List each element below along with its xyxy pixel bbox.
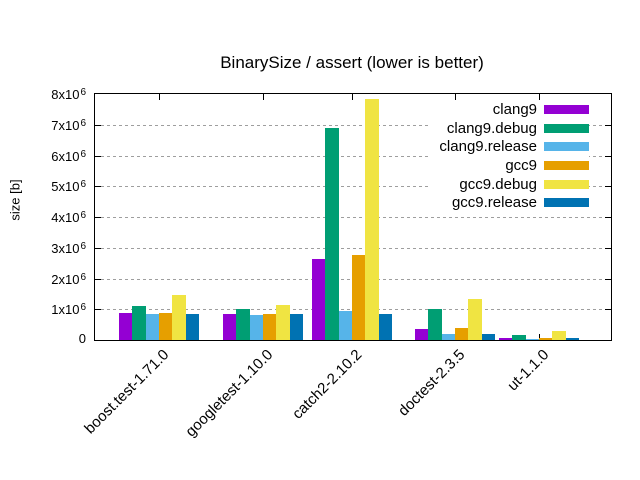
y-tick-mark bbox=[95, 278, 101, 280]
gridline bbox=[95, 124, 611, 126]
y-tick-mark bbox=[605, 278, 611, 280]
bar-gcc9.release bbox=[481, 333, 495, 340]
y-tick-label: 4x106 bbox=[51, 210, 86, 225]
y-tick-mark bbox=[95, 247, 101, 249]
x-tick-mark bbox=[539, 94, 540, 100]
legend-color-swatch bbox=[544, 179, 589, 189]
x-tick-mark bbox=[352, 94, 353, 100]
bar-gcc9.debug bbox=[365, 99, 379, 340]
bar-clang9.release bbox=[249, 315, 263, 340]
legend-item-label: clang9.release bbox=[439, 138, 537, 156]
bar-gcc9.debug bbox=[276, 304, 290, 340]
gridline bbox=[95, 155, 611, 157]
bar-clang9.release bbox=[338, 311, 352, 340]
y-tick-label: 1x106 bbox=[51, 302, 86, 318]
y-tick-label: 2x106 bbox=[51, 271, 86, 287]
bar-gcc9.release bbox=[565, 338, 579, 340]
bar-clang9.debug bbox=[325, 127, 339, 340]
bar-gcc9.debug bbox=[468, 299, 482, 340]
x-tick-mark bbox=[263, 94, 264, 100]
y-tick-mark bbox=[95, 217, 101, 218]
bar-clang9.debug bbox=[236, 308, 250, 340]
legend-color-swatch bbox=[544, 198, 589, 208]
x-tick-label: boost.test-1.71.0 bbox=[81, 346, 173, 438]
y-tick-label: 8x106 bbox=[51, 87, 86, 102]
legend-item-label: gcc9 bbox=[505, 156, 537, 174]
x-tick-mark bbox=[455, 94, 456, 100]
legend-item: gcc9 bbox=[439, 156, 589, 175]
bar-clang9.debug bbox=[512, 335, 526, 340]
bar-clang9 bbox=[499, 337, 513, 340]
y-tick-mark bbox=[605, 186, 611, 188]
x-tick-mark bbox=[539, 334, 540, 340]
bar-clang9 bbox=[223, 314, 237, 340]
bar-clang9.release bbox=[441, 334, 455, 340]
bar-clang9.debug bbox=[132, 305, 146, 340]
y-tick-mark bbox=[605, 309, 611, 311]
legend-color-swatch bbox=[544, 104, 589, 114]
y-tick-label: 0 bbox=[78, 331, 86, 346]
y-tick-label: 3x106 bbox=[51, 240, 86, 256]
y-tick-mark bbox=[95, 155, 101, 157]
bar-gcc9.release bbox=[185, 314, 199, 340]
y-tick-label: 5x106 bbox=[51, 179, 86, 195]
bar-gcc9 bbox=[539, 338, 553, 340]
bar-clang9 bbox=[415, 328, 429, 340]
bar-gcc9.release bbox=[289, 314, 303, 340]
y-tick-label: 6x106 bbox=[51, 148, 86, 164]
bar-clang9 bbox=[119, 313, 133, 340]
legend-item: clang9.release bbox=[439, 137, 589, 156]
y-tick-label: 7x106 bbox=[51, 117, 86, 133]
bar-clang9.release bbox=[525, 339, 539, 340]
bar-gcc9 bbox=[455, 327, 469, 340]
legend-color-swatch bbox=[544, 142, 589, 152]
legend-item: gcc9.release bbox=[439, 193, 589, 212]
legend-color-swatch bbox=[544, 123, 589, 133]
y-tick-mark bbox=[95, 124, 101, 126]
y-tick-mark bbox=[605, 217, 611, 218]
chart-title: BinarySize / assert (lower is better) bbox=[220, 53, 484, 72]
y-tick-mark bbox=[605, 124, 611, 126]
gridline bbox=[95, 247, 611, 249]
bar-gcc9 bbox=[159, 312, 173, 340]
legend-item: clang9.debug bbox=[439, 119, 589, 138]
y-tick-mark bbox=[95, 309, 101, 311]
bar-clang9 bbox=[312, 259, 326, 340]
bar-gcc9.debug bbox=[552, 331, 566, 340]
bar-gcc9 bbox=[263, 314, 277, 340]
legend-item-label: gcc9.release bbox=[451, 194, 537, 212]
bar-gcc9 bbox=[352, 254, 366, 340]
x-tick-mark bbox=[159, 94, 160, 100]
y-tick-mark bbox=[95, 186, 101, 188]
legend-color-swatch bbox=[544, 160, 589, 170]
y-tick-mark bbox=[605, 155, 611, 157]
bar-gcc9.debug bbox=[172, 295, 186, 340]
bar-clang9.debug bbox=[428, 309, 442, 340]
gridline bbox=[95, 186, 611, 188]
legend-item: clang9 bbox=[439, 100, 589, 119]
legend-item-label: gcc9.debug bbox=[459, 175, 537, 193]
y-tick-mark bbox=[605, 247, 611, 249]
gridline bbox=[95, 217, 611, 218]
bar-gcc9.release bbox=[378, 313, 392, 340]
legend-item: gcc9.debug bbox=[439, 175, 589, 194]
bar-clang9.release bbox=[145, 314, 159, 340]
legend: clang9 clang9.debug clang9.release gcc9 gcc9… bbox=[431, 100, 589, 213]
legend-item-label: clang9.debug bbox=[446, 119, 537, 137]
legend-item-label: clang9 bbox=[492, 100, 537, 118]
